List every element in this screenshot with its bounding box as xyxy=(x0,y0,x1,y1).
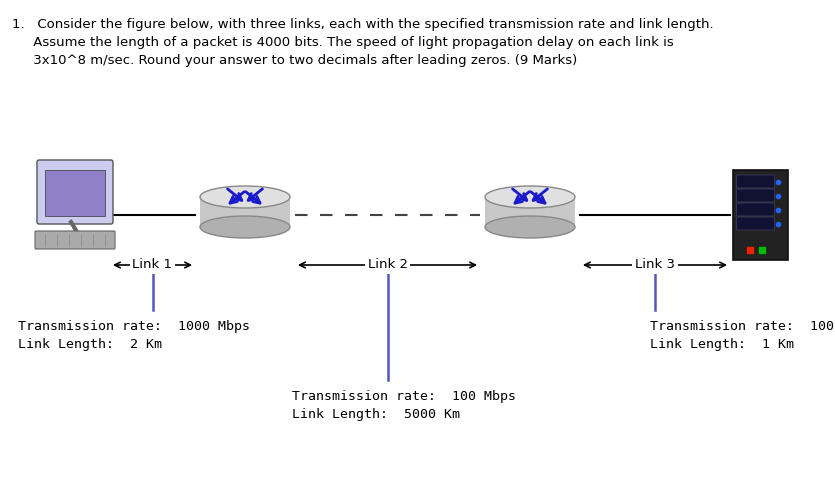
Text: Link 2: Link 2 xyxy=(367,258,407,271)
FancyBboxPatch shape xyxy=(736,203,775,216)
Ellipse shape xyxy=(200,216,290,238)
FancyBboxPatch shape xyxy=(200,197,290,227)
Ellipse shape xyxy=(485,216,575,238)
Text: Link Length:  2 Km: Link Length: 2 Km xyxy=(18,338,162,351)
FancyBboxPatch shape xyxy=(37,160,113,224)
Text: Transmission rate:  1000 Mbps: Transmission rate: 1000 Mbps xyxy=(18,320,250,333)
FancyBboxPatch shape xyxy=(35,231,115,249)
FancyBboxPatch shape xyxy=(45,170,105,216)
FancyBboxPatch shape xyxy=(485,197,575,227)
FancyBboxPatch shape xyxy=(732,170,787,260)
Ellipse shape xyxy=(485,186,575,208)
FancyBboxPatch shape xyxy=(736,217,775,230)
Text: Link Length:  1 Km: Link Length: 1 Km xyxy=(650,338,794,351)
Text: 1.   Consider the figure below, with three links, each with the specified transm: 1. Consider the figure below, with three… xyxy=(12,18,714,31)
Text: Link 1: Link 1 xyxy=(133,258,173,271)
Text: Assume the length of a packet is 4000 bits. The speed of light propagation delay: Assume the length of a packet is 4000 bi… xyxy=(12,36,674,49)
Text: Transmission rate:  100 Mbps: Transmission rate: 100 Mbps xyxy=(650,320,835,333)
Text: Transmission rate:  100 Mbps: Transmission rate: 100 Mbps xyxy=(292,390,517,403)
Text: Link 3: Link 3 xyxy=(635,258,675,271)
FancyBboxPatch shape xyxy=(736,189,775,202)
Ellipse shape xyxy=(200,186,290,208)
Text: Link Length:  5000 Km: Link Length: 5000 Km xyxy=(292,408,460,421)
Text: 3x10^8 m/sec. Round your answer to two decimals after leading zeros. (9 Marks): 3x10^8 m/sec. Round your answer to two d… xyxy=(12,54,577,67)
FancyBboxPatch shape xyxy=(736,175,775,188)
